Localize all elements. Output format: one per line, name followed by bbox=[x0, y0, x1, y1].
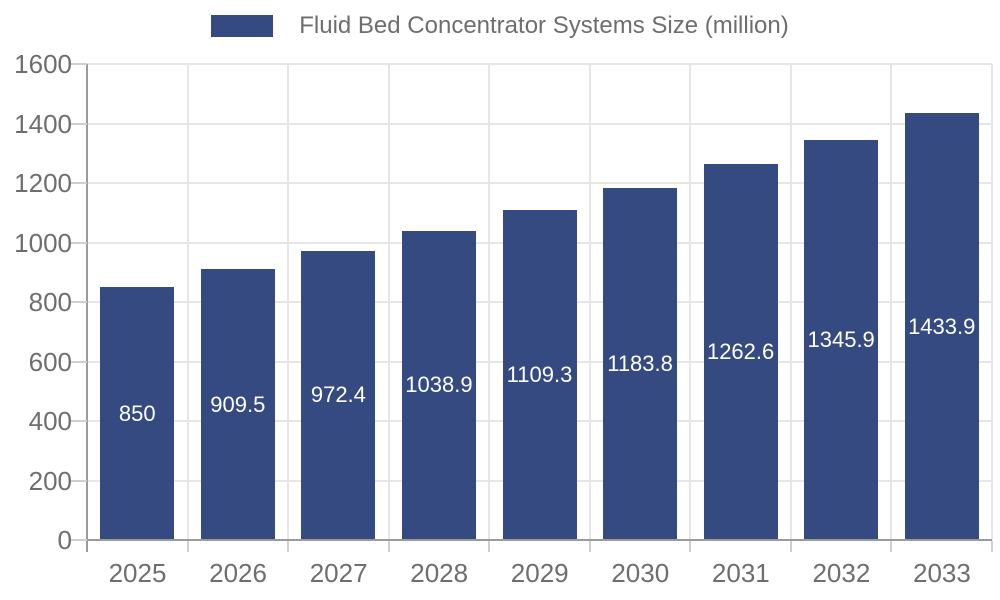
x-tick-label: 2033 bbox=[913, 558, 971, 588]
bar-value-label: 1345.9 bbox=[807, 326, 875, 352]
x-tick-label: 2030 bbox=[611, 558, 670, 588]
y-tick-label: 600 bbox=[28, 346, 72, 377]
bar-value-label: 850 bbox=[118, 400, 156, 426]
bar-value-label: 1183.8 bbox=[607, 350, 673, 376]
y-tick-label: 1200 bbox=[14, 168, 72, 198]
y-tick-label: 1600 bbox=[14, 49, 72, 79]
v-gridline bbox=[287, 64, 290, 540]
bar: 1183.8 bbox=[603, 187, 678, 540]
bar-value-label: 1038.9 bbox=[405, 372, 473, 398]
legend-label: Fluid Bed Concentrator Systems Size (mil… bbox=[299, 12, 789, 39]
x-tick-mark bbox=[991, 541, 993, 552]
x-tick-label: 2032 bbox=[812, 558, 871, 588]
x-tick-label: 2031 bbox=[711, 558, 770, 588]
h-gridline bbox=[87, 63, 992, 65]
v-gridline bbox=[789, 64, 792, 540]
y-tick-label: 400 bbox=[28, 406, 72, 436]
x-tick-label: 2027 bbox=[309, 558, 368, 588]
x-tick-mark bbox=[287, 541, 290, 552]
x-tick-mark bbox=[186, 541, 189, 552]
x-tick-mark bbox=[488, 541, 491, 552]
x-tick-label: 2029 bbox=[510, 558, 569, 588]
y-tick-label: 0 bbox=[57, 525, 72, 555]
bar: 1109.3 bbox=[502, 209, 577, 540]
bar: 1345.9 bbox=[804, 139, 879, 540]
bar: 1433.9 bbox=[904, 113, 979, 540]
bar-value-label: 1433.9 bbox=[908, 313, 976, 339]
bar: 972.4 bbox=[301, 250, 376, 540]
bar-value-label: 1262.6 bbox=[706, 339, 775, 365]
y-tick-label: 200 bbox=[28, 465, 72, 496]
x-tick-mark bbox=[588, 541, 591, 552]
x-tick-mark bbox=[387, 541, 390, 552]
y-tick-label: 800 bbox=[28, 287, 72, 317]
y-tick-label: 1000 bbox=[14, 227, 72, 258]
bar: 1038.9 bbox=[401, 230, 476, 540]
y-axis-line bbox=[86, 64, 88, 552]
y-tick-mark bbox=[69, 479, 87, 482]
y-tick-mark bbox=[69, 182, 87, 184]
chart-legend: Fluid Bed Concentrator Systems Size (mil… bbox=[0, 12, 1000, 40]
x-tick-mark bbox=[789, 541, 792, 552]
bar: 909.5 bbox=[200, 269, 275, 540]
bar-value-label: 1109.3 bbox=[506, 361, 573, 387]
legend-item[interactable]: Fluid Bed Concentrator Systems Size (mil… bbox=[211, 12, 789, 40]
y-tick-mark bbox=[69, 360, 87, 363]
bar-value-label: 909.5 bbox=[210, 391, 266, 417]
v-gridline bbox=[186, 64, 189, 540]
plot-area: 850 909.5 972.4 1038.9 1109.3 1183.8 1262.6 134… bbox=[87, 63, 993, 540]
x-tick-mark bbox=[689, 541, 692, 552]
bar: 850 bbox=[100, 287, 175, 540]
y-tick-mark bbox=[69, 539, 87, 541]
y-tick-mark bbox=[69, 63, 87, 65]
x-tick-label: 2025 bbox=[108, 558, 167, 588]
v-gridline bbox=[588, 64, 591, 540]
y-tick-mark bbox=[69, 301, 87, 303]
y-tick-mark bbox=[69, 241, 87, 244]
x-tick-label: 2026 bbox=[209, 558, 267, 588]
bar-value-label: 972.4 bbox=[310, 382, 366, 408]
y-tick-mark bbox=[69, 122, 87, 125]
h-gridline bbox=[87, 182, 992, 184]
x-tick-mark bbox=[890, 541, 893, 552]
h-gridline bbox=[87, 122, 992, 125]
y-tick-mark bbox=[69, 420, 87, 422]
v-gridline bbox=[991, 64, 993, 540]
bar: 1262.6 bbox=[703, 164, 778, 540]
y-tick-label: 1400 bbox=[14, 108, 72, 139]
v-gridline bbox=[488, 64, 491, 540]
v-gridline bbox=[890, 64, 893, 540]
legend-swatch bbox=[211, 15, 274, 37]
v-gridline bbox=[689, 64, 692, 540]
x-axis-line bbox=[87, 539, 992, 541]
v-gridline bbox=[387, 64, 390, 540]
x-tick-label: 2028 bbox=[410, 558, 469, 588]
